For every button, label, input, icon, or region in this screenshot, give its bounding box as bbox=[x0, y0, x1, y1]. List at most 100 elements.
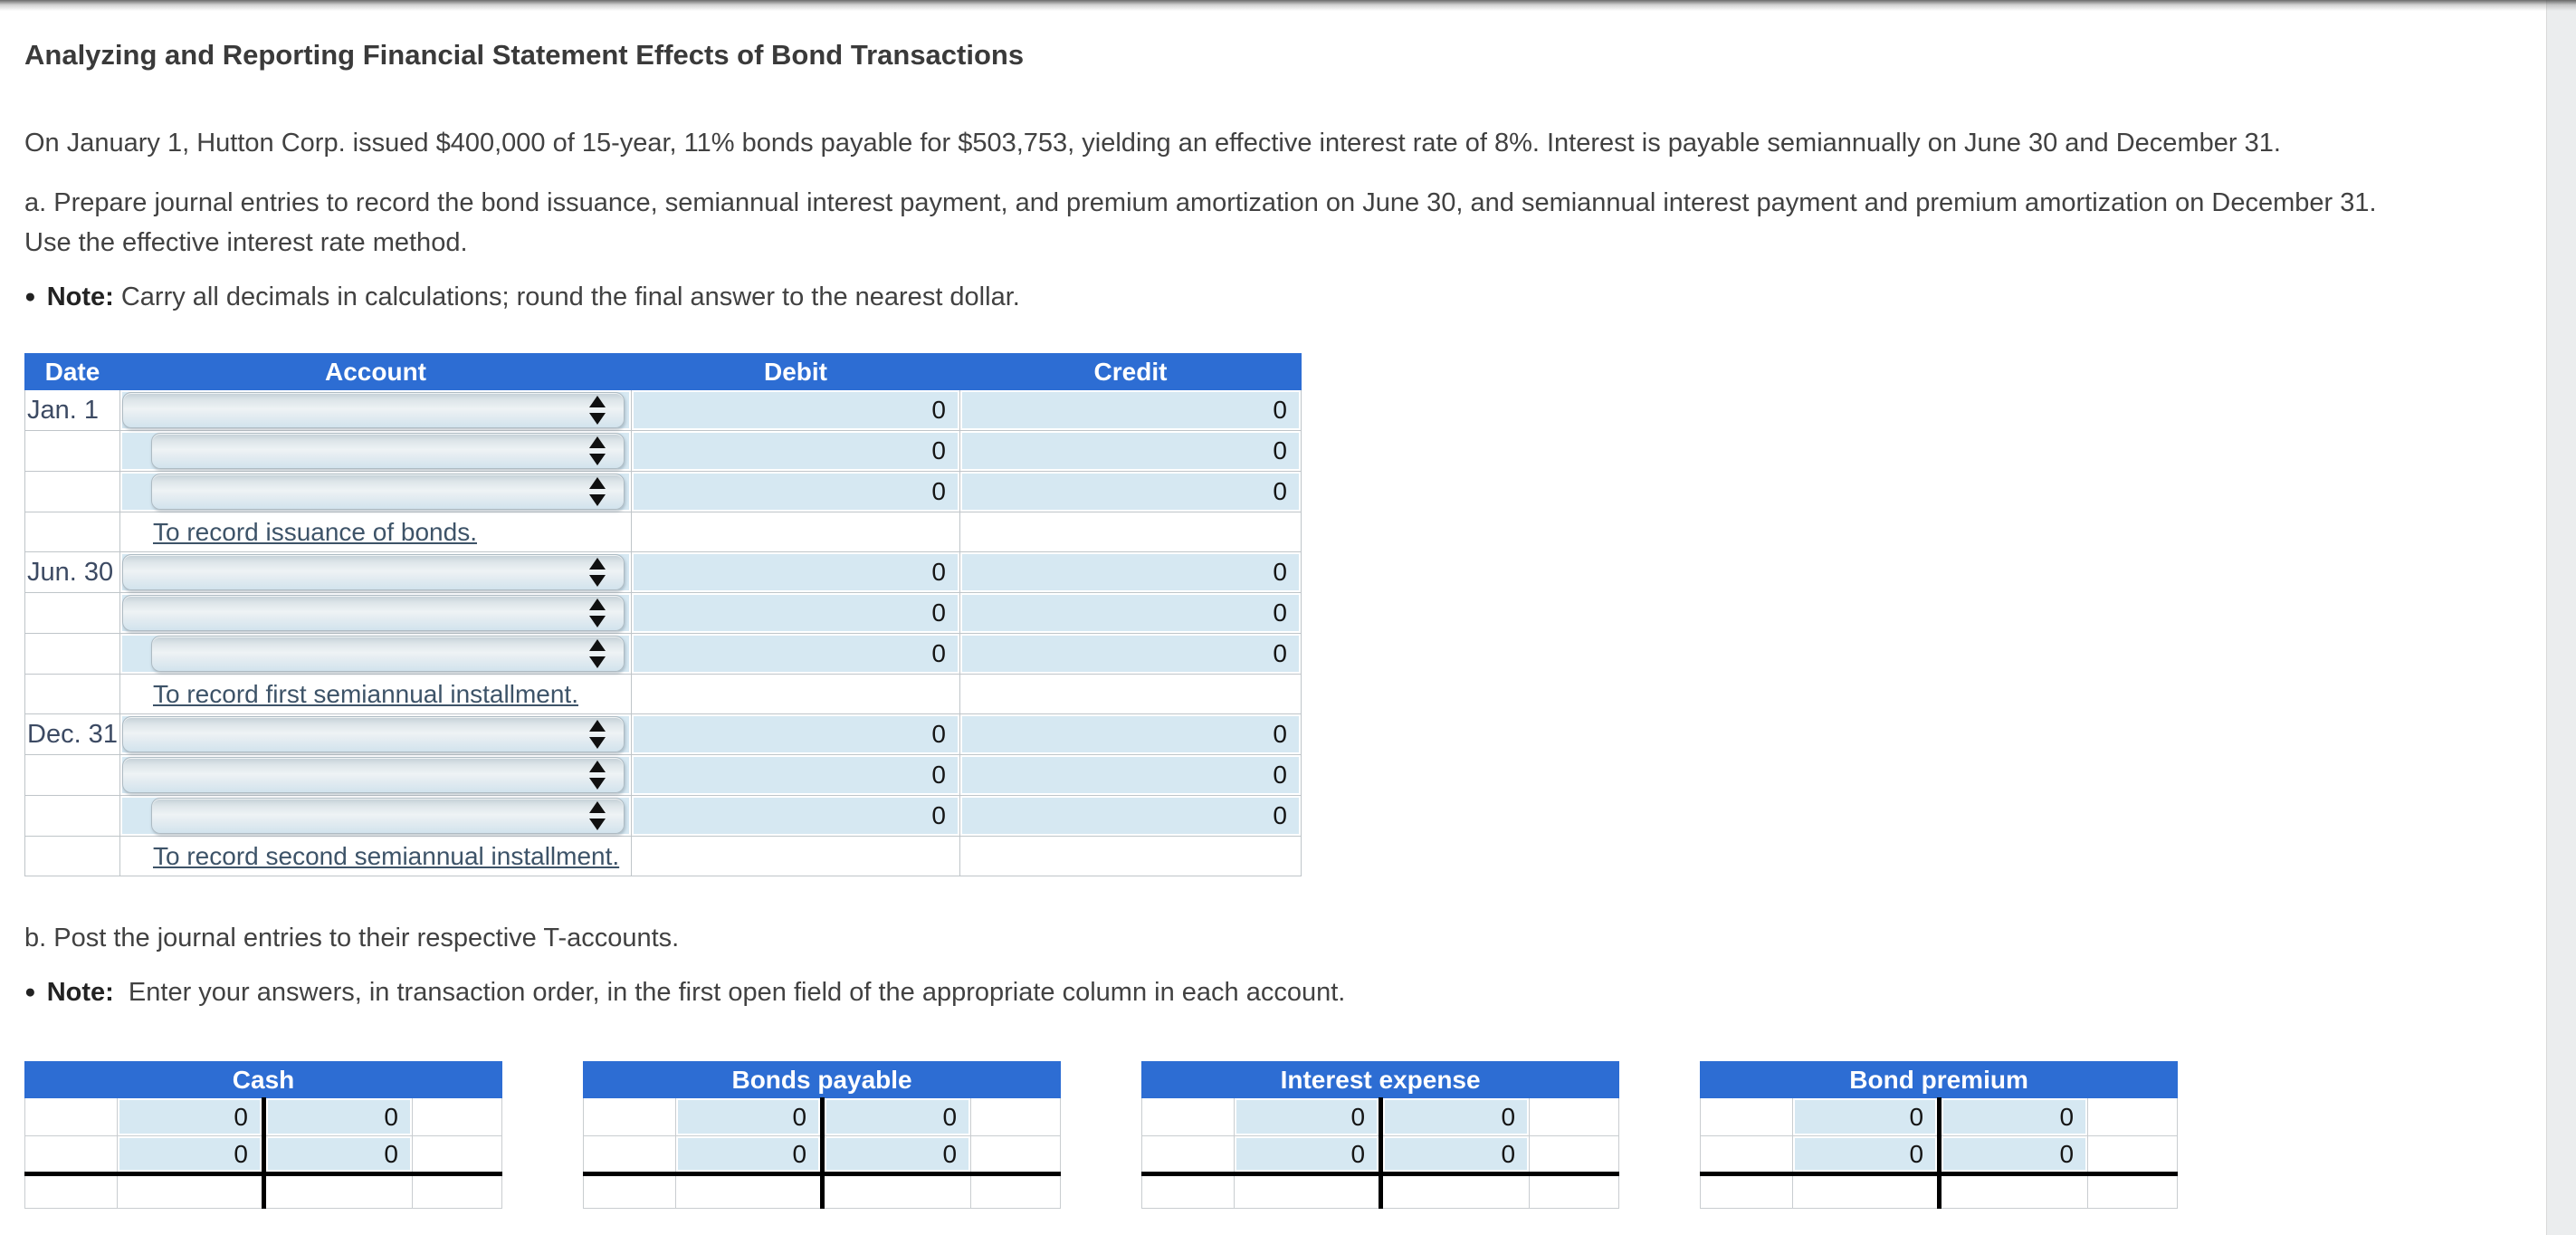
journal-account-cell bbox=[119, 471, 632, 512]
t-account-debit-input[interactable]: 0 bbox=[1795, 1100, 1936, 1134]
select-spinner-icon bbox=[589, 720, 606, 749]
t-account-title: Interest expense bbox=[1141, 1061, 1620, 1098]
t-account-total-row bbox=[1141, 1172, 1620, 1209]
journal-debit-cell: 0 bbox=[631, 754, 960, 796]
account-select[interactable] bbox=[151, 433, 625, 469]
t-account-debit-cell: 0 bbox=[675, 1135, 825, 1174]
journal-date-cell bbox=[24, 512, 120, 552]
credit-input[interactable]: 0 bbox=[962, 433, 1299, 469]
account-select[interactable] bbox=[122, 757, 625, 793]
account-select[interactable] bbox=[122, 554, 625, 590]
t-account-credit-input[interactable]: 0 bbox=[268, 1100, 410, 1134]
journal-account-cell bbox=[119, 551, 632, 593]
account-select[interactable] bbox=[122, 595, 625, 631]
t-account-interest-expense: Interest expense 0 0 0 0 bbox=[1141, 1061, 1620, 1209]
credit-input[interactable]: 0 bbox=[962, 595, 1299, 631]
journal-debit-cell: 0 bbox=[631, 633, 960, 675]
debit-input[interactable]: 0 bbox=[634, 474, 958, 510]
debit-input[interactable]: 0 bbox=[634, 716, 958, 752]
t-account-debit-cell: 0 bbox=[1234, 1135, 1384, 1174]
debit-input[interactable]: 0 bbox=[634, 433, 958, 469]
journal-credit-cell bbox=[959, 512, 1302, 552]
t-account-ref-cell bbox=[24, 1172, 118, 1209]
debit-input[interactable]: 0 bbox=[634, 392, 958, 428]
t-account-title: Bonds payable bbox=[583, 1061, 1062, 1098]
t-account-ref-cell bbox=[970, 1172, 1062, 1209]
account-select[interactable] bbox=[151, 798, 625, 834]
t-account-credit-input[interactable]: 0 bbox=[1943, 1138, 2086, 1170]
debit-input[interactable]: 0 bbox=[634, 554, 958, 590]
journal-memo-cell: To record second semiannual installment. bbox=[119, 836, 632, 876]
t-account-debit-cell: 0 bbox=[1792, 1135, 1942, 1174]
select-spinner-icon bbox=[589, 396, 606, 425]
t-account-ref-cell bbox=[1700, 1172, 1794, 1209]
debit-input[interactable]: 0 bbox=[634, 595, 958, 631]
journal-debit-cell: 0 bbox=[631, 471, 960, 512]
debit-input[interactable]: 0 bbox=[634, 636, 958, 672]
account-select[interactable] bbox=[122, 716, 625, 752]
t-account-debit-input[interactable]: 0 bbox=[1795, 1138, 1936, 1170]
account-select[interactable] bbox=[122, 392, 625, 428]
journal-memo-row: To record first semiannual installment. bbox=[24, 674, 1302, 714]
t-account-debit-input[interactable]: 0 bbox=[119, 1138, 260, 1170]
t-account-credit-cell: 0 bbox=[1380, 1135, 1531, 1174]
t-account-credit-input[interactable]: 0 bbox=[268, 1138, 410, 1170]
t-account-debit-cell bbox=[1234, 1172, 1384, 1209]
note-text: Carry all decimals in calculations; roun… bbox=[120, 282, 1020, 311]
journal-debit-cell: 0 bbox=[631, 389, 960, 431]
journal-credit-cell: 0 bbox=[959, 713, 1302, 755]
debit-input[interactable]: 0 bbox=[634, 757, 958, 793]
account-select[interactable] bbox=[151, 474, 625, 510]
t-account-credit-input[interactable]: 0 bbox=[1385, 1138, 1528, 1170]
credit-input[interactable]: 0 bbox=[962, 716, 1299, 752]
journal-account-cell bbox=[119, 795, 632, 837]
credit-input[interactable]: 0 bbox=[962, 636, 1299, 672]
credit-input[interactable]: 0 bbox=[962, 757, 1299, 793]
journal-row: 0 0 bbox=[24, 633, 1302, 675]
t-account-debit-input[interactable]: 0 bbox=[1236, 1138, 1378, 1170]
t-account-credit-input[interactable]: 0 bbox=[826, 1138, 969, 1170]
journal-row: Dec. 31 0 0 bbox=[24, 713, 1302, 755]
t-account-ref-cell bbox=[1141, 1172, 1236, 1209]
journal-credit-cell: 0 bbox=[959, 633, 1302, 675]
t-account-credit-input[interactable]: 0 bbox=[826, 1100, 969, 1134]
t-account-debit-cell: 0 bbox=[675, 1097, 825, 1136]
credit-input[interactable]: 0 bbox=[962, 474, 1299, 510]
t-account-debit-cell: 0 bbox=[117, 1097, 266, 1136]
t-account-row: 0 0 bbox=[583, 1135, 1062, 1174]
account-select[interactable] bbox=[151, 636, 625, 672]
t-account-debit-input[interactable]: 0 bbox=[119, 1100, 260, 1134]
top-shadow bbox=[0, 0, 2576, 11]
t-account-title: Cash bbox=[24, 1061, 503, 1098]
debit-input[interactable]: 0 bbox=[634, 798, 958, 834]
t-account-credit-input[interactable]: 0 bbox=[1943, 1100, 2086, 1134]
credit-input[interactable]: 0 bbox=[962, 554, 1299, 590]
journal-debit-cell bbox=[631, 512, 960, 552]
t-account-credit-cell: 0 bbox=[1939, 1097, 2089, 1136]
credit-input[interactable]: 0 bbox=[962, 392, 1299, 428]
t-account-credit-cell: 0 bbox=[822, 1097, 972, 1136]
t-account-ref-cell bbox=[583, 1172, 677, 1209]
journal-account-cell bbox=[119, 633, 632, 675]
journal-date-cell bbox=[24, 795, 120, 837]
t-account-debit-input[interactable]: 0 bbox=[1236, 1100, 1378, 1134]
t-account-ref-cell bbox=[1700, 1135, 1794, 1174]
journal-date-cell: Jun. 30 bbox=[24, 551, 120, 593]
journal-debit-cell bbox=[631, 674, 960, 714]
t-account-ref-cell bbox=[970, 1097, 1062, 1136]
journal-credit-cell: 0 bbox=[959, 551, 1302, 593]
journal-row: 0 0 bbox=[24, 592, 1302, 634]
journal-credit-cell: 0 bbox=[959, 795, 1302, 837]
journal-header-date: Date bbox=[24, 353, 120, 390]
t-account-debit-input[interactable]: 0 bbox=[678, 1138, 819, 1170]
t-account-ref-cell bbox=[24, 1097, 118, 1136]
t-account-total-row bbox=[24, 1172, 503, 1209]
t-account-debit-input[interactable]: 0 bbox=[678, 1100, 819, 1134]
t-account-bonds-payable: Bonds payable 0 0 0 0 bbox=[583, 1061, 1062, 1209]
journal-debit-cell: 0 bbox=[631, 430, 960, 472]
credit-input[interactable]: 0 bbox=[962, 798, 1299, 834]
select-spinner-icon bbox=[589, 639, 606, 668]
t-account-credit-input[interactable]: 0 bbox=[1385, 1100, 1528, 1134]
journal-description: To record first semiannual installment. bbox=[153, 679, 578, 708]
t-account-ref-cell bbox=[583, 1135, 677, 1174]
